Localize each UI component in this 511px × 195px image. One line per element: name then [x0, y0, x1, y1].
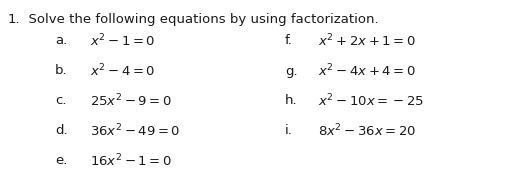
Text: $25x^2 - 9 = 0$: $25x^2 - 9 = 0$: [90, 93, 172, 109]
Text: f.: f.: [285, 35, 293, 48]
Text: $x^2 - 10x = -25$: $x^2 - 10x = -25$: [318, 93, 424, 109]
Text: a.: a.: [55, 35, 67, 48]
Text: e.: e.: [55, 154, 67, 168]
Text: $8x^2 - 36x = 20$: $8x^2 - 36x = 20$: [318, 123, 416, 139]
Text: 1.: 1.: [8, 13, 20, 26]
Text: $x^2 - 1 = 0$: $x^2 - 1 = 0$: [90, 33, 155, 49]
Text: $16x^2 - 1 = 0$: $16x^2 - 1 = 0$: [90, 153, 172, 169]
Text: $x^2 + 2x + 1 = 0$: $x^2 + 2x + 1 = 0$: [318, 33, 416, 49]
Text: $x^2 - 4x + 4 = 0$: $x^2 - 4x + 4 = 0$: [318, 63, 416, 79]
Text: d.: d.: [55, 124, 67, 137]
Text: i.: i.: [285, 124, 293, 137]
Text: g.: g.: [285, 65, 297, 77]
Text: Solve the following equations by using factorization.: Solve the following equations by using f…: [20, 13, 379, 26]
Text: h.: h.: [285, 95, 297, 107]
Text: b.: b.: [55, 65, 67, 77]
Text: $x^2 - 4 = 0$: $x^2 - 4 = 0$: [90, 63, 155, 79]
Text: c.: c.: [55, 95, 66, 107]
Text: $36x^2 - 49 = 0$: $36x^2 - 49 = 0$: [90, 123, 180, 139]
